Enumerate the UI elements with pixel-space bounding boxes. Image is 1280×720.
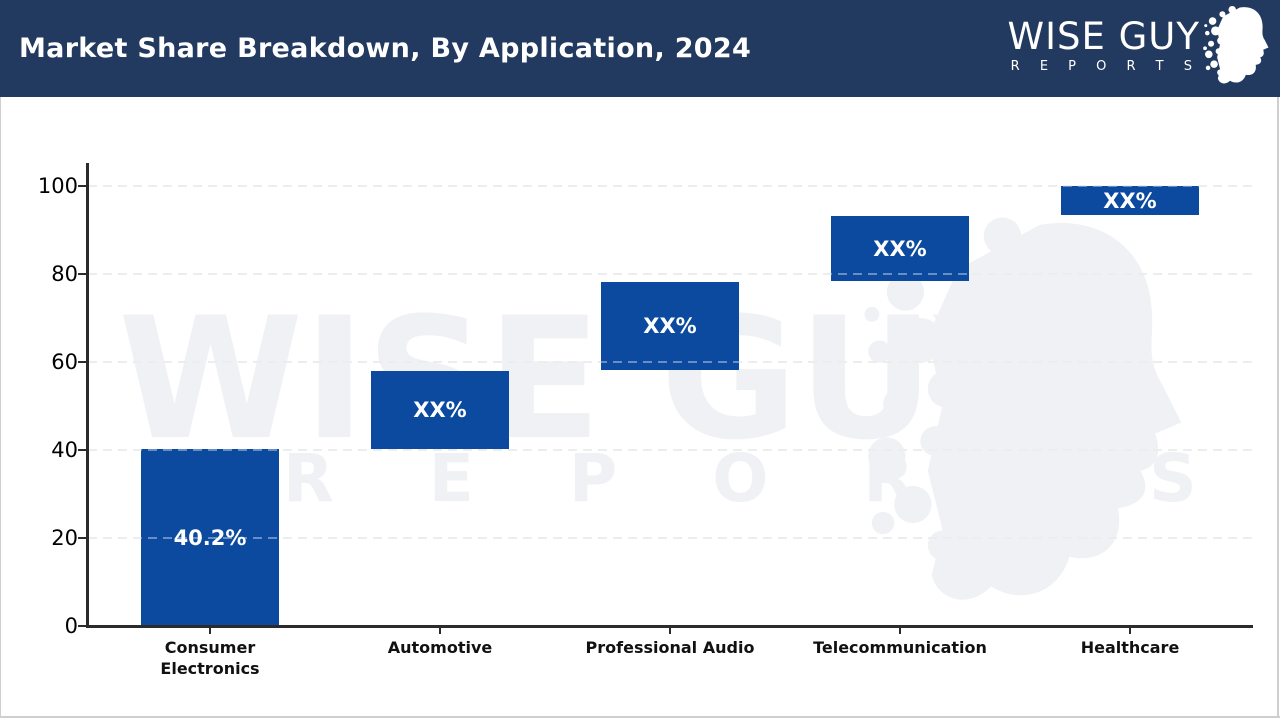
y-tick-mark-40 xyxy=(78,449,86,451)
gridline-40 xyxy=(88,449,1252,451)
x-tick-mark-0 xyxy=(209,628,211,634)
bar-value-label-2: XX% xyxy=(643,313,697,338)
bar-value-label-3: XX% xyxy=(873,236,927,261)
y-tick-mark-60 xyxy=(78,361,86,363)
header-bar: Market Share Breakdown, By Application, … xyxy=(0,0,1280,97)
page-border-left xyxy=(0,97,1,718)
x-category-label-1: Automotive xyxy=(387,638,493,657)
x-axis-line xyxy=(86,625,1253,628)
brand-logo: WISE GUY R E P O R T S xyxy=(1005,4,1270,88)
y-tick-label-100: 100 xyxy=(37,174,78,198)
page-border-bottom xyxy=(0,716,1280,718)
x-category-label-4: Healthcare xyxy=(1080,638,1180,657)
y-tick-mark-100 xyxy=(78,185,86,187)
wiseguy-head-icon xyxy=(1202,4,1270,88)
watermark-text-line1: WISE GUY xyxy=(118,281,1057,477)
gridline-20 xyxy=(88,537,1252,539)
x-tick-mark-1 xyxy=(439,628,441,634)
bar-1 xyxy=(371,370,509,450)
brand-name: WISE GUY xyxy=(1007,15,1200,59)
gridline-overlay-40 xyxy=(88,449,1252,451)
page-border-right xyxy=(1277,97,1279,718)
bar-value-label-1: XX% xyxy=(413,397,467,422)
gridline-overlay-20 xyxy=(88,537,1252,539)
gridline-overlay-80 xyxy=(88,273,1252,275)
y-tick-label-0: 0 xyxy=(64,614,78,638)
bar-value-label-0: 40.2% xyxy=(173,525,247,550)
chart-title: Market Share Breakdown, By Application, … xyxy=(19,33,752,64)
x-category-label-2: Professional Audio xyxy=(585,638,755,657)
x-tick-mark-2 xyxy=(669,628,671,634)
y-tick-label-80: 80 xyxy=(51,262,78,286)
chart-area: WISE GUY R E P O R T S 40.2% XX% XX% XX% XX%… xyxy=(0,97,1280,720)
gridline-overlay-100 xyxy=(88,185,1252,187)
y-tick-label-20: 20 xyxy=(51,526,78,550)
y-tick-label-60: 60 xyxy=(51,350,78,374)
bar-2 xyxy=(601,281,739,370)
x-tick-mark-3 xyxy=(899,628,901,634)
y-tick-mark-20 xyxy=(78,537,86,539)
x-category-label-0: Consumer Electronics xyxy=(160,638,260,678)
x-tick-mark-4 xyxy=(1129,628,1131,634)
y-axis-line xyxy=(86,163,89,627)
y-tick-mark-80 xyxy=(78,273,86,275)
bar-4 xyxy=(1061,186,1199,216)
gridline-80 xyxy=(88,273,1252,275)
brand-logo-text: WISE GUY R E P O R T S xyxy=(1005,15,1200,74)
y-tick-label-40: 40 xyxy=(51,438,78,462)
gridline-overlay-60 xyxy=(88,361,1252,363)
bar-0 xyxy=(141,449,279,626)
gridline-100 xyxy=(88,185,1252,187)
bar-3 xyxy=(831,215,969,282)
y-tick-mark-0 xyxy=(78,625,86,627)
bar-value-label-4: XX% xyxy=(1103,188,1157,213)
brand-subtitle: R E P O R T S xyxy=(1010,58,1200,74)
x-category-label-3: Telecommunication xyxy=(813,638,987,657)
